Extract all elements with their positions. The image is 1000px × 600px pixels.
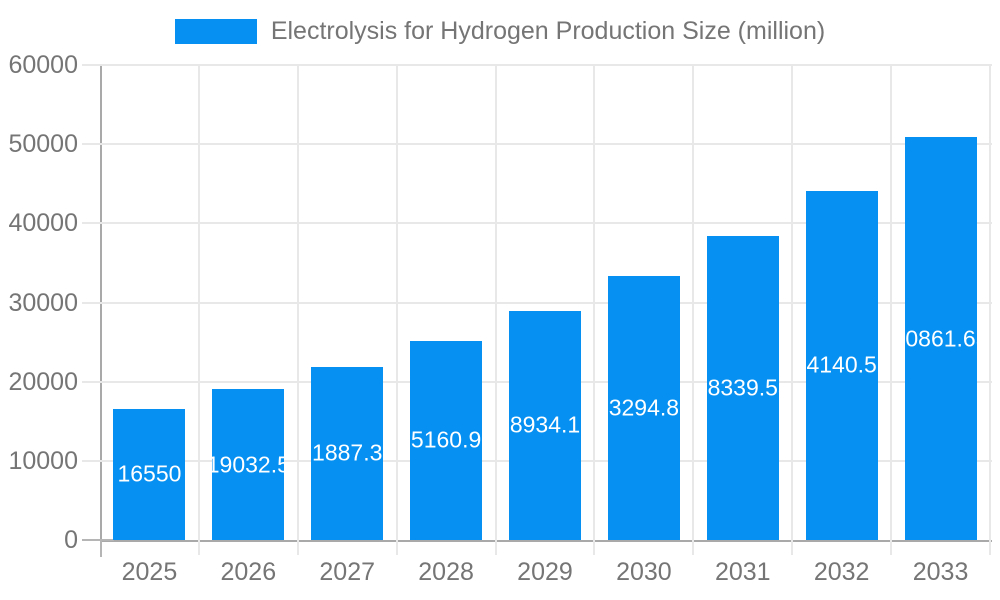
bar-2033[interactable]: 50861.65 [904,137,977,540]
x-axis-tick-label: 2033 [912,558,969,586]
y-axis-tick-label: 30000 [8,288,78,317]
bar-value-label: 19032.5 [212,451,285,478]
y-axis-tick-label: 10000 [8,446,78,475]
bar-2029[interactable]: 28934.13 [509,310,581,540]
y-axis-tick-label: 40000 [8,209,78,238]
y-axis-tick-label: 60000 [8,51,78,79]
y-axis-tick-label: 50000 [8,130,78,159]
bar-value-label: 44140.57 [806,351,878,378]
bar-2025[interactable]: 16550 [113,408,186,540]
plot-area [100,65,992,542]
legend[interactable]: Electrolysis for Hydrogen Production Siz… [0,16,1000,46]
x-gridline [791,65,794,555]
y-axis-zero-tick [82,539,114,541]
bar-value-label: 33294.85 [608,394,680,421]
x-axis-tick-label: 2027 [319,558,376,586]
x-axis-tick-label: 2032 [813,558,870,586]
x-gridline [593,65,596,555]
x-gridline [395,65,398,555]
y-axis-tick-label: 0 [64,526,78,554]
x-gridline [989,65,991,555]
x-axis-tick-label: 2030 [616,558,672,586]
x-gridline [890,65,893,555]
x-axis-origin-tick [100,540,102,557]
bar-value-label: 25160.93 [410,426,482,453]
y-gridline [82,222,992,225]
x-axis-tick-label: 2029 [517,558,573,586]
bar-value-label: 21887.38 [311,439,383,466]
bar-value-label: 50861.65 [905,325,977,352]
x-gridline [494,65,497,555]
bar-2032[interactable]: 44140.57 [805,190,878,540]
bar-value-label: 16550 [117,460,182,487]
bar-2027[interactable]: 21887.38 [311,366,384,540]
bar-2031[interactable]: 38339.55 [706,236,779,540]
y-gridline [82,64,992,66]
x-gridline [296,65,299,555]
x-axis-tick-label: 2031 [714,558,771,586]
x-gridline [692,65,695,555]
y-axis-tick-label: 20000 [8,367,78,396]
y-gridline [82,143,992,146]
x-gridline [197,65,200,555]
x-axis-tick-label: 2026 [220,558,277,586]
bar-2026[interactable]: 19032.5 [212,389,285,540]
legend-label: Electrolysis for Hydrogen Production Siz… [270,16,826,45]
bar-value-label: 28934.13 [509,411,581,438]
bar-2028[interactable]: 25160.93 [410,340,483,540]
y-gridline [82,301,992,304]
x-axis-tick-label: 2028 [418,558,474,586]
x-axis-tick-label: 2025 [121,558,178,586]
bar-value-label: 38339.55 [707,374,779,401]
bar-2030[interactable]: 33294.85 [607,276,680,540]
legend-swatch [174,18,257,44]
